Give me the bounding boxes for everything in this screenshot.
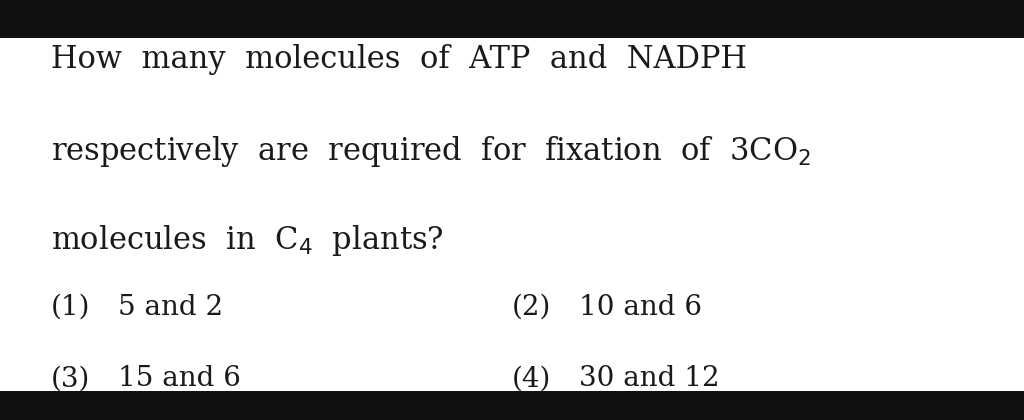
Text: (2): (2): [512, 294, 551, 321]
Text: 30 and 12: 30 and 12: [579, 365, 719, 392]
Text: (3): (3): [51, 365, 90, 392]
Text: molecules  in  C$_4$  plants?: molecules in C$_4$ plants?: [51, 223, 444, 257]
Text: 5 and 2: 5 and 2: [118, 294, 223, 321]
Text: 10 and 6: 10 and 6: [579, 294, 701, 321]
Text: (4): (4): [512, 365, 551, 392]
Text: (1): (1): [51, 294, 91, 321]
Text: How  many  molecules  of  ATP  and  NADPH: How many molecules of ATP and NADPH: [51, 44, 748, 75]
Text: respectively  are  required  for  fixation  of  3CO$_2$: respectively are required for fixation o…: [51, 134, 811, 169]
Text: 15 and 6: 15 and 6: [118, 365, 241, 392]
Bar: [0, 38, 1024, 391]
